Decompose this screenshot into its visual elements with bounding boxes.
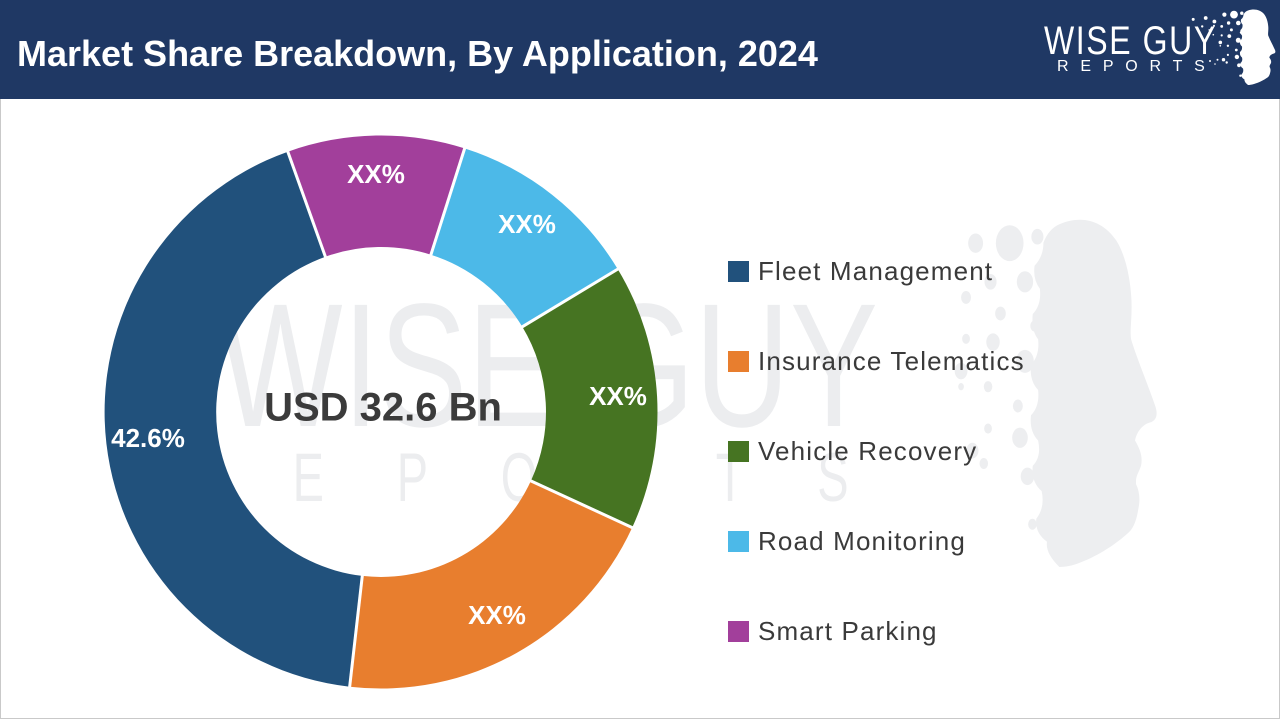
svg-text:42.6%: 42.6% [111, 423, 185, 453]
svg-text:XX%: XX% [589, 381, 647, 411]
svg-text:XX%: XX% [347, 159, 405, 189]
svg-text:XX%: XX% [468, 600, 526, 630]
svg-text:XX%: XX% [498, 209, 556, 239]
